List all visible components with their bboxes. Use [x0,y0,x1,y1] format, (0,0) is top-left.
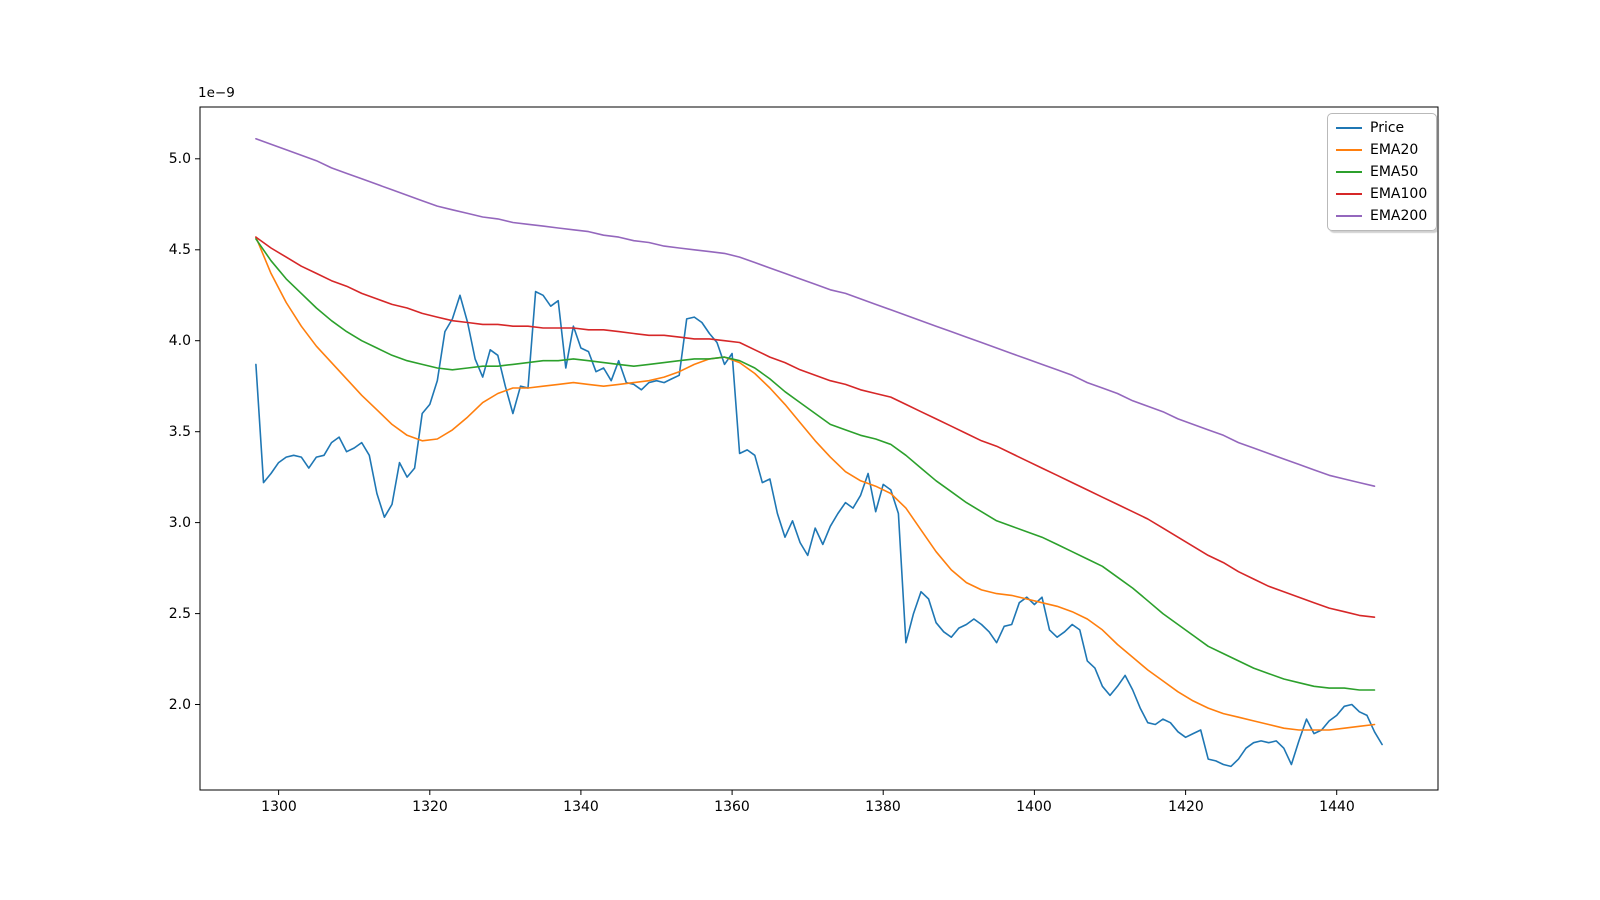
y-tick-label: 4.0 [168,333,191,349]
legend-entry-ema200: EMA200 [1336,207,1427,225]
x-tick-label: 1300 [261,799,297,815]
legend-entry-ema50: EMA50 [1336,163,1427,181]
legend-label: EMA50 [1370,163,1419,180]
series-line-ema50 [255,238,1376,691]
axis-offset-label: 1e−9 [198,85,235,101]
legend-entry-price: Price [1336,119,1427,137]
y-tick-label: 3.0 [168,515,191,531]
x-tick-label: 1360 [714,799,750,815]
legend-line-swatch [1336,127,1362,129]
x-tick-label: 1380 [865,799,901,815]
x-tick-label: 1400 [1016,799,1052,815]
y-tick-label: 5.0 [168,151,191,167]
legend-line-swatch [1336,193,1362,195]
legend: Price EMA20 EMA50 EMA100 EMA200 [1327,113,1438,231]
y-tick-label: 4.5 [168,242,191,258]
legend-label: Price [1370,119,1405,136]
series-line-ema20 [255,236,1376,731]
legend-entry-ema20: EMA20 [1336,141,1427,159]
series-line-ema100 [255,236,1376,619]
series-line-ema200 [255,138,1376,488]
legend-entry-ema100: EMA100 [1336,185,1427,203]
x-tick-label: 1340 [563,799,599,815]
legend-label: EMA200 [1370,207,1428,224]
x-tick-label: 1420 [1168,799,1204,815]
x-tick-label: 1320 [412,799,448,815]
legend-label: EMA100 [1370,185,1428,202]
legend-label: EMA20 [1370,141,1419,158]
y-tick-label: 3.5 [168,424,191,440]
x-tick-label: 1440 [1319,799,1355,815]
series-line-price [255,290,1383,768]
legend-line-swatch [1336,215,1362,217]
legend-line-swatch [1336,171,1362,173]
y-tick-label: 2.5 [168,606,191,622]
axes-frame [199,106,1439,791]
y-tick-label: 2.0 [168,697,191,713]
legend-line-swatch [1336,149,1362,151]
